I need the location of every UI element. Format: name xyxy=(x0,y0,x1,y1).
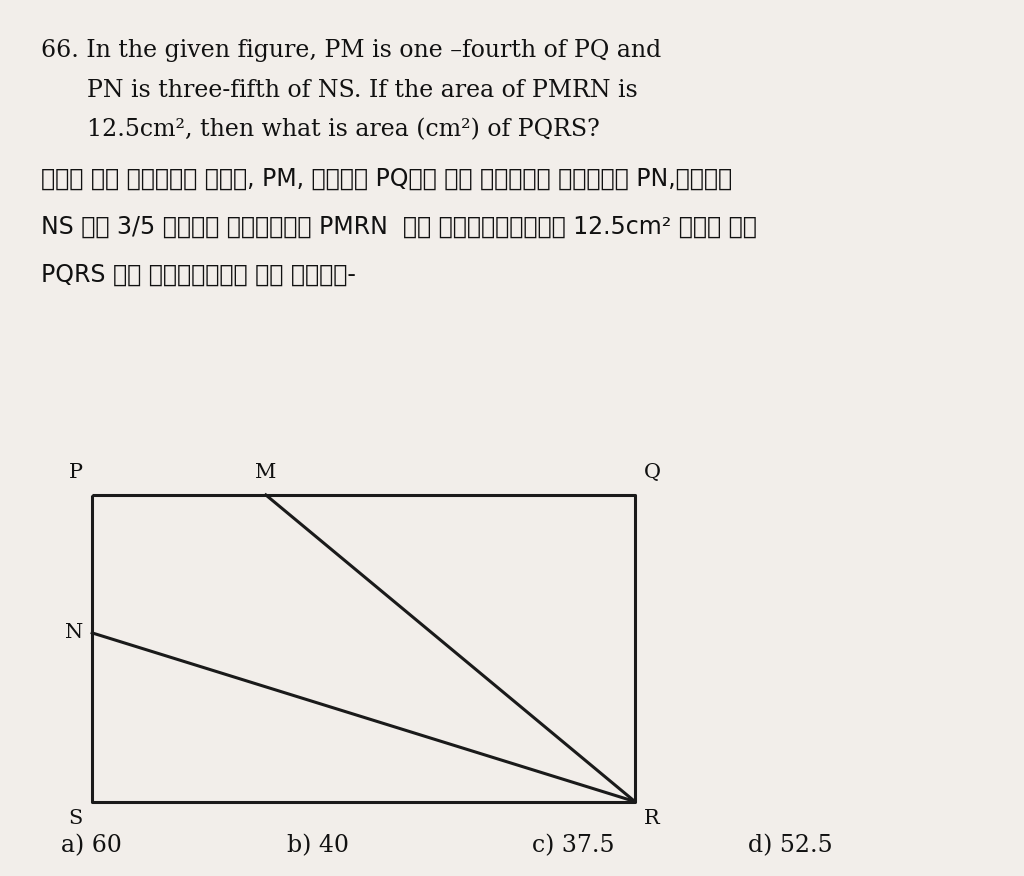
Text: N: N xyxy=(65,624,83,642)
Text: M: M xyxy=(255,463,276,483)
Text: 12.5cm², then what is area (cm²) of PQRS?: 12.5cm², then what is area (cm²) of PQRS… xyxy=(87,118,600,141)
Text: S: S xyxy=(69,809,83,829)
Text: a) 60: a) 60 xyxy=(61,834,122,857)
Text: PQRS का क्षेत्र फल होगा-: PQRS का क्षेत्र फल होगा- xyxy=(41,263,355,286)
Text: b) 40: b) 40 xyxy=(287,834,349,857)
Text: दिए गए चित्र में, PM, भुजा PQका एक चौथाई है।और PN,भुजा: दिए गए चित्र में, PM, भुजा PQका एक चौथाई… xyxy=(41,166,732,190)
Text: c) 37.5: c) 37.5 xyxy=(532,834,615,857)
Text: 66. In the given figure, PM is one –fourth of PQ and: 66. In the given figure, PM is one –four… xyxy=(41,39,662,62)
Text: PN is three-fifth of NS. If the area of PMRN is: PN is three-fifth of NS. If the area of … xyxy=(87,79,638,102)
Text: Q: Q xyxy=(644,463,662,483)
Text: d) 52.5: d) 52.5 xyxy=(748,834,833,857)
Text: P: P xyxy=(69,463,83,483)
Text: R: R xyxy=(644,809,659,829)
Text: NS का 3/5 गुना है।यदि PMRN  का क्षेत्रफल 12.5cm² है। तब: NS का 3/5 गुना है।यदि PMRN का क्षेत्रफल … xyxy=(41,215,757,238)
